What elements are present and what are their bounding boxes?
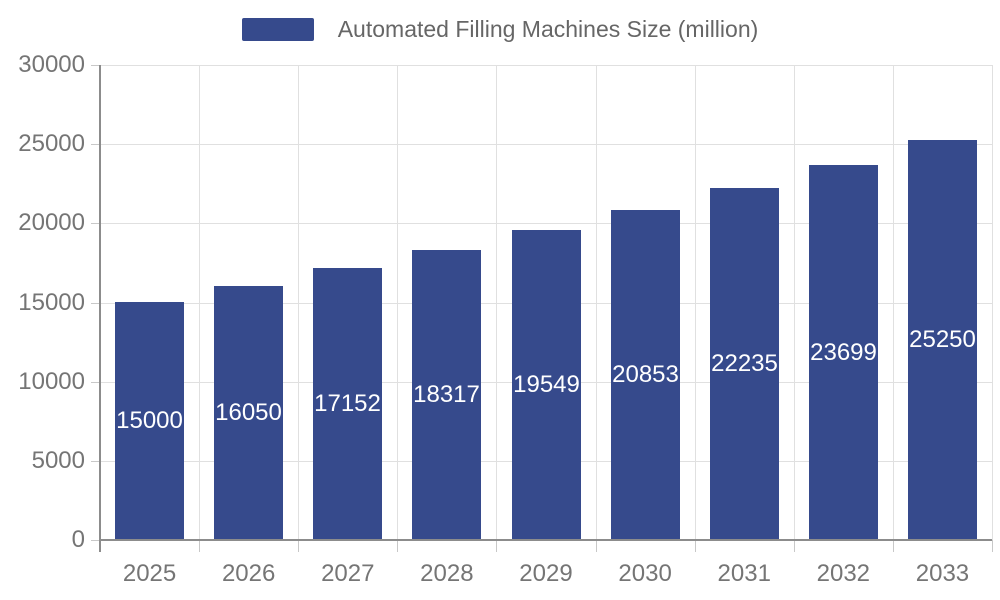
x-gridline <box>397 65 398 540</box>
bar-value-label: 20853 <box>612 361 679 388</box>
y-axis-tick <box>91 382 100 383</box>
bar: 25250 <box>908 140 977 540</box>
y-tick-label: 25000 <box>18 130 85 158</box>
x-axis-tick <box>695 540 696 552</box>
x-axis-tick <box>199 540 200 552</box>
x-axis-tick <box>794 540 795 552</box>
y-axis-tick <box>91 223 100 224</box>
x-axis-tick <box>298 540 299 552</box>
x-gridline <box>199 65 200 540</box>
x-tick-label: 2026 <box>221 560 276 587</box>
y-tick-label: 15000 <box>18 288 85 316</box>
bar: 23699 <box>809 165 878 540</box>
x-tick-label: 2025 <box>122 560 177 587</box>
legend-swatch[interactable] <box>241 18 314 41</box>
x-axis-tick <box>992 540 993 552</box>
y-axis-line <box>99 65 101 552</box>
bar-value-label: 15000 <box>116 407 183 434</box>
bar-value-label: 18317 <box>413 381 480 408</box>
bar: 19549 <box>512 230 581 540</box>
bar: 15000 <box>115 302 184 540</box>
y-axis-tick <box>91 303 100 304</box>
y-gridline <box>100 65 992 66</box>
bar-value-label: 19549 <box>513 371 580 398</box>
bar: 18317 <box>412 250 481 540</box>
legend-label[interactable]: Automated Filling Machines Size (million… <box>337 16 759 42</box>
y-axis-tick <box>91 65 100 66</box>
x-gridline <box>596 65 597 540</box>
x-tick-label: 2033 <box>915 560 970 587</box>
bar: 16050 <box>214 286 283 540</box>
x-tick-label: 2029 <box>519 560 573 587</box>
x-tick-label: 2031 <box>717 560 771 587</box>
legend[interactable]: Automated Filling Machines Size (million… <box>0 16 1000 43</box>
x-axis-tick <box>893 540 894 552</box>
bar-value-label: 22235 <box>711 350 778 377</box>
bar-value-label: 23699 <box>810 338 877 366</box>
y-axis-tick <box>91 461 100 462</box>
bar: 22235 <box>710 188 779 540</box>
y-gridline <box>100 144 992 145</box>
y-axis-tick <box>91 540 100 541</box>
bar: 20853 <box>611 210 680 540</box>
x-gridline <box>992 65 993 540</box>
y-axis-tick <box>91 144 100 145</box>
x-gridline <box>496 65 497 540</box>
x-gridline <box>298 65 299 540</box>
x-tick-label: 2030 <box>618 560 672 587</box>
x-tick-label: 2032 <box>816 560 871 587</box>
bar-value-label: 16050 <box>215 399 282 426</box>
x-gridline <box>794 65 795 540</box>
x-axis-tick <box>100 540 101 552</box>
x-gridline <box>893 65 894 540</box>
y-tick-label: 5000 <box>31 446 85 474</box>
y-tick-label: 10000 <box>18 367 85 395</box>
bar-value-label: 25250 <box>909 326 976 353</box>
y-tick-label: 30000 <box>18 51 85 78</box>
y-tick-label: 0 <box>71 526 85 553</box>
x-gridline <box>695 65 696 540</box>
x-tick-label: 2027 <box>321 560 375 587</box>
bar-value-label: 17152 <box>314 390 381 417</box>
x-axis-tick <box>596 540 597 552</box>
x-axis-tick <box>496 540 497 552</box>
x-axis-tick <box>397 540 398 552</box>
bar: 17152 <box>313 268 382 540</box>
x-tick-label: 2028 <box>420 560 474 587</box>
y-tick-label: 20000 <box>18 209 85 237</box>
